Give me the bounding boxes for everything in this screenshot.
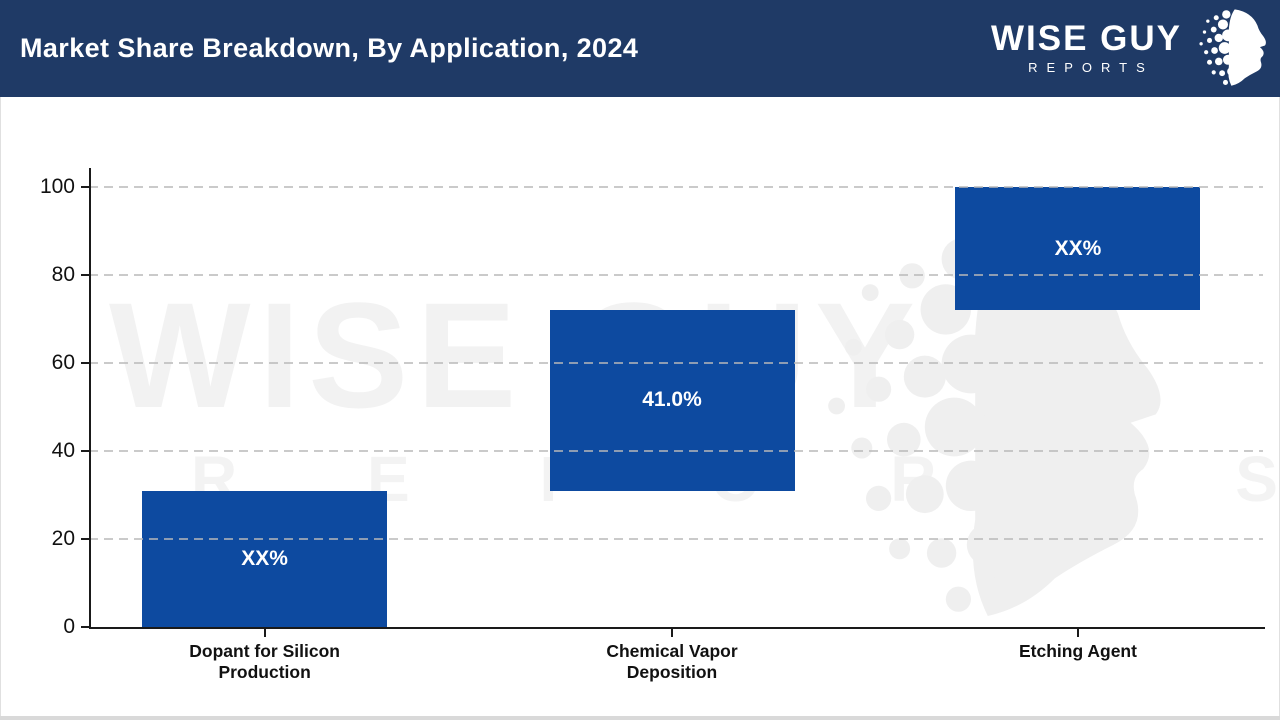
brand-text: WISE GUY REPORTS — [991, 21, 1182, 75]
bar-segment: XX% — [955, 187, 1201, 311]
x-tick-mark — [263, 629, 266, 637]
wiseguy-face-icon — [1184, 6, 1272, 90]
header: Market Share Breakdown, By Application, … — [0, 0, 1280, 97]
brand-subtitle: REPORTS — [1028, 60, 1154, 75]
y-tick-label: 40 — [51, 439, 75, 462]
page-title: Market Share Breakdown, By Application, … — [20, 33, 639, 63]
x-category-label: Etching Agent — [1018, 641, 1137, 661]
gridline — [89, 450, 1263, 452]
y-tick-mark — [81, 626, 89, 628]
x-category-label: Dopant for Silicon Production — [189, 641, 340, 682]
bar-chart: XX% 41.0% XX% 0 20 40 60 80 100 Dopant for Silico… — [1, 97, 1279, 716]
y-tick-mark — [81, 186, 89, 188]
bar-segment: XX% — [142, 490, 388, 627]
y-tick-mark — [81, 450, 89, 452]
bar-value-label: 41.0% — [642, 388, 702, 412]
y-tick-mark — [81, 538, 89, 540]
brand-logo: WISE GUY REPORTS — [991, 6, 1272, 90]
bottom-border — [0, 716, 1280, 720]
bar-segment: 41.0% — [549, 310, 795, 491]
bar-value-label: XX% — [1054, 236, 1102, 260]
brand-name: WISE GUY — [990, 19, 1182, 58]
y-tick-label: 60 — [51, 351, 75, 374]
chart-region: WISE GUY R E P O R T S XX%41.0%XX%020406… — [0, 97, 1280, 716]
y-tick-mark — [81, 274, 89, 276]
y-tick-mark — [81, 362, 89, 364]
bar-value-label: XX% — [241, 546, 288, 570]
x-tick-mark — [671, 629, 673, 637]
x-axis-line — [89, 627, 1265, 629]
y-tick-label: 0 — [63, 615, 75, 638]
y-tick-label: 100 — [39, 175, 75, 198]
x-category-label: Chemical Vapor Deposition — [606, 641, 738, 682]
gridline — [89, 274, 1263, 276]
gridline — [89, 538, 1263, 540]
gridline — [89, 186, 1263, 188]
y-tick-label: 80 — [51, 263, 75, 286]
y-axis-line — [89, 168, 91, 629]
x-tick-mark — [1076, 629, 1079, 637]
y-tick-label: 20 — [51, 527, 75, 550]
gridline — [89, 362, 1263, 364]
